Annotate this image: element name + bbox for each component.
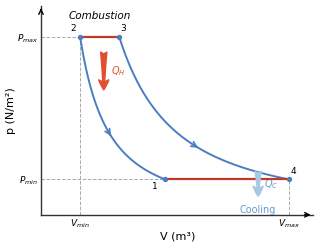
X-axis label: V (m³): V (m³) <box>160 231 195 242</box>
Text: $Q_C$: $Q_C$ <box>264 177 278 191</box>
Y-axis label: p (N/m²): p (N/m²) <box>5 87 16 134</box>
Text: Cooling: Cooling <box>240 205 276 215</box>
Text: 4: 4 <box>291 167 296 176</box>
Text: $Q_H$: $Q_H$ <box>111 64 125 78</box>
Text: 2: 2 <box>70 24 76 33</box>
Text: 3: 3 <box>121 24 126 33</box>
Text: Combustion: Combustion <box>69 11 131 21</box>
Text: 1: 1 <box>152 182 158 191</box>
